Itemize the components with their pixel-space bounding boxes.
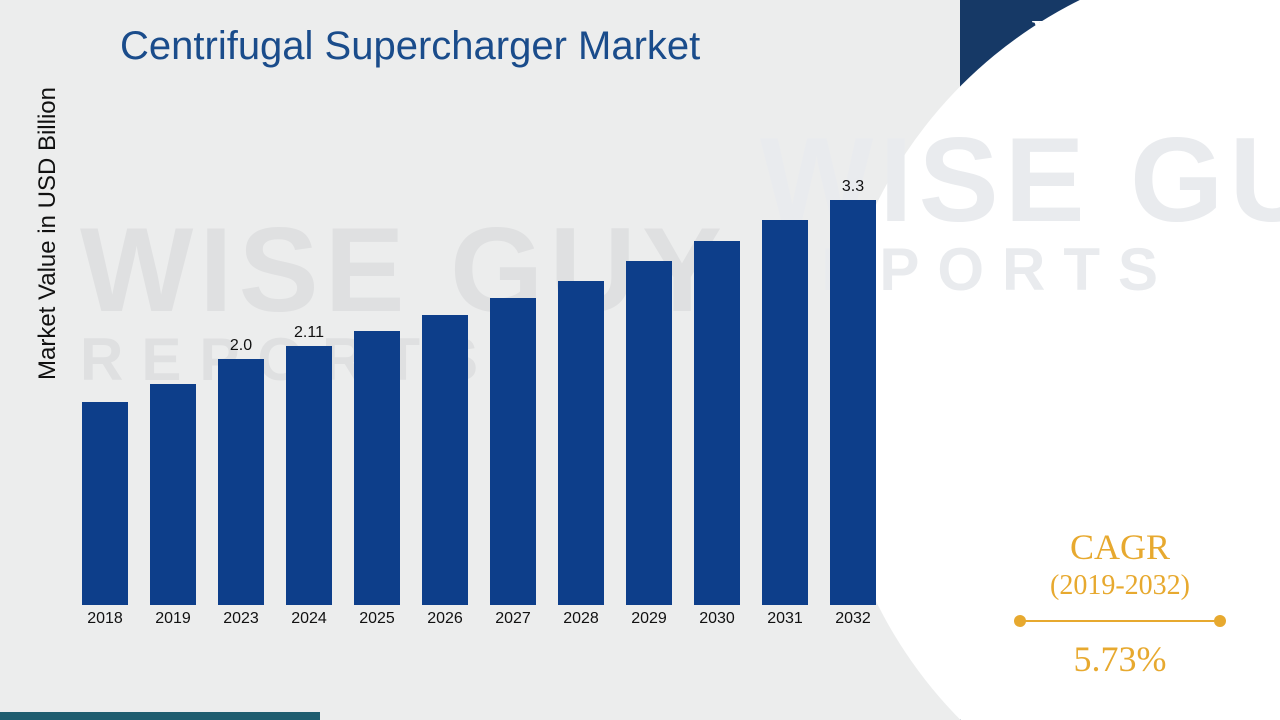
bar: [422, 315, 468, 605]
infographic-stage: WISE GUY REPORTS WISE GUY REPORTS Centri…: [0, 0, 1280, 720]
accent-bar: [0, 712, 320, 720]
bar-value-label: 3.3: [842, 178, 864, 196]
cagr-title: CAGR: [990, 526, 1250, 568]
bar: 2.11: [286, 346, 332, 605]
x-tick-label: 2026: [427, 610, 463, 628]
x-tick-label: 2030: [699, 610, 735, 628]
cagr-separator: [1020, 620, 1220, 622]
brand-logo: WISE GUY REPORTS: [1032, 14, 1262, 84]
x-tick-label: 2031: [767, 610, 803, 628]
x-tick-label: 2029: [631, 610, 667, 628]
x-tick-label: 2018: [87, 610, 123, 628]
bar-value-label: 2.11: [294, 324, 324, 342]
x-tick-label: 2024: [291, 610, 327, 628]
bar: [354, 331, 400, 605]
x-tick-label: 2023: [223, 610, 259, 628]
bar: [490, 298, 536, 605]
x-axis-ticks: 2018 2019 2023 2024 2025 2026 2027 2028 2029 2030…: [82, 610, 902, 634]
brand-head-icon: [1152, 20, 1272, 150]
bars-container: 2.0 2.11 3.3: [82, 175, 902, 605]
separator-dot-right: [1214, 615, 1226, 627]
y-axis-label: Market Value in USD Billion: [34, 87, 62, 380]
x-tick-label: 2025: [359, 610, 395, 628]
x-tick-label: 2032: [835, 610, 871, 628]
bar: [82, 402, 128, 605]
bar: 3.3: [830, 200, 876, 605]
bar-value-label: 2.0: [230, 337, 252, 355]
bar: [558, 281, 604, 605]
separator-dot-left: [1014, 615, 1026, 627]
x-tick-label: 2019: [155, 610, 191, 628]
bar: [626, 261, 672, 605]
cagr-block: CAGR (2019-2032) 5.73%: [990, 526, 1250, 680]
x-tick-label: 2027: [495, 610, 531, 628]
bar: [150, 384, 196, 605]
cagr-value: 5.73%: [990, 638, 1250, 680]
x-tick-label: 2028: [563, 610, 599, 628]
bar: [694, 241, 740, 605]
chart-title: Centrifugal Supercharger Market: [120, 24, 700, 69]
bar: 2.0: [218, 359, 264, 605]
cagr-period: (2019-2032): [990, 570, 1250, 602]
bar-chart: 2.0 2.11 3.3: [82, 175, 902, 605]
bar: [762, 220, 808, 605]
